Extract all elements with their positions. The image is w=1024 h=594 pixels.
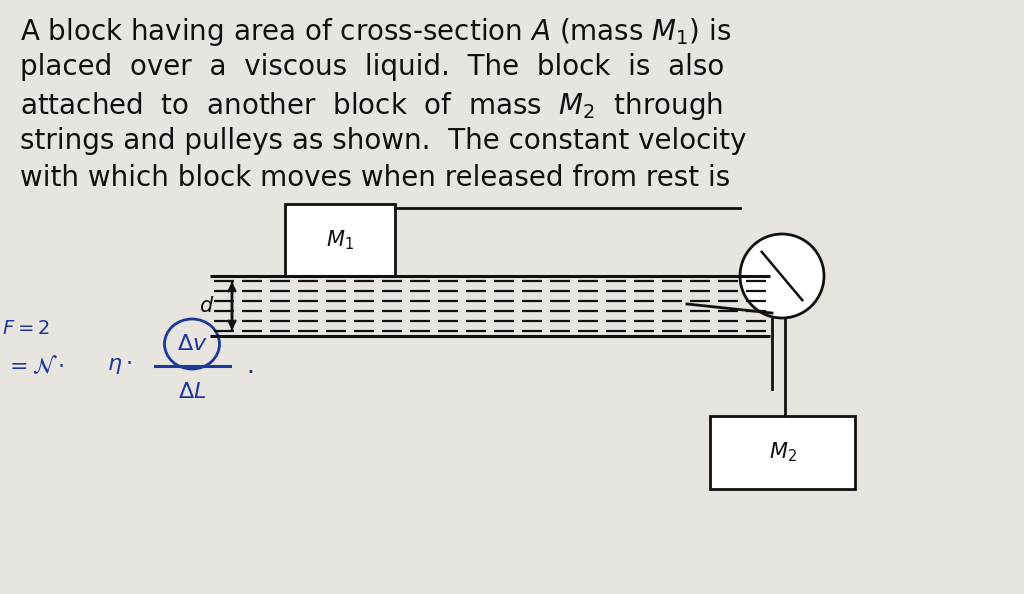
Text: d: d <box>199 296 212 316</box>
Bar <box>710 416 855 489</box>
Text: .: . <box>246 354 254 378</box>
Bar <box>285 204 395 276</box>
Text: $M_2$: $M_2$ <box>769 441 797 465</box>
Text: $M_1$: $M_1$ <box>326 228 354 252</box>
Text: $\Delta v$: $\Delta v$ <box>177 334 207 354</box>
Text: attached  to  another  block  of  mass  $M_2$  through: attached to another block of mass $M_2$ … <box>20 90 723 122</box>
Text: A block having area of cross-section $A$ (mass $M_1$) is: A block having area of cross-section $A$… <box>20 16 731 48</box>
Text: placed  over  a  viscous  liquid.  The  block  is  also: placed over a viscous liquid. The block … <box>20 53 724 81</box>
Circle shape <box>740 234 824 318</box>
Text: strings and pulleys as shown.  The constant velocity: strings and pulleys as shown. The consta… <box>20 127 746 155</box>
Text: $\eta\cdot$: $\eta\cdot$ <box>108 356 132 376</box>
Text: with which block moves when released from rest is: with which block moves when released fro… <box>20 164 730 192</box>
Text: $\Delta L$: $\Delta L$ <box>178 382 206 402</box>
Text: $F=2$: $F=2$ <box>2 320 49 339</box>
Text: $= \mathcal{N}\cdot$: $= \mathcal{N}\cdot$ <box>5 355 65 377</box>
